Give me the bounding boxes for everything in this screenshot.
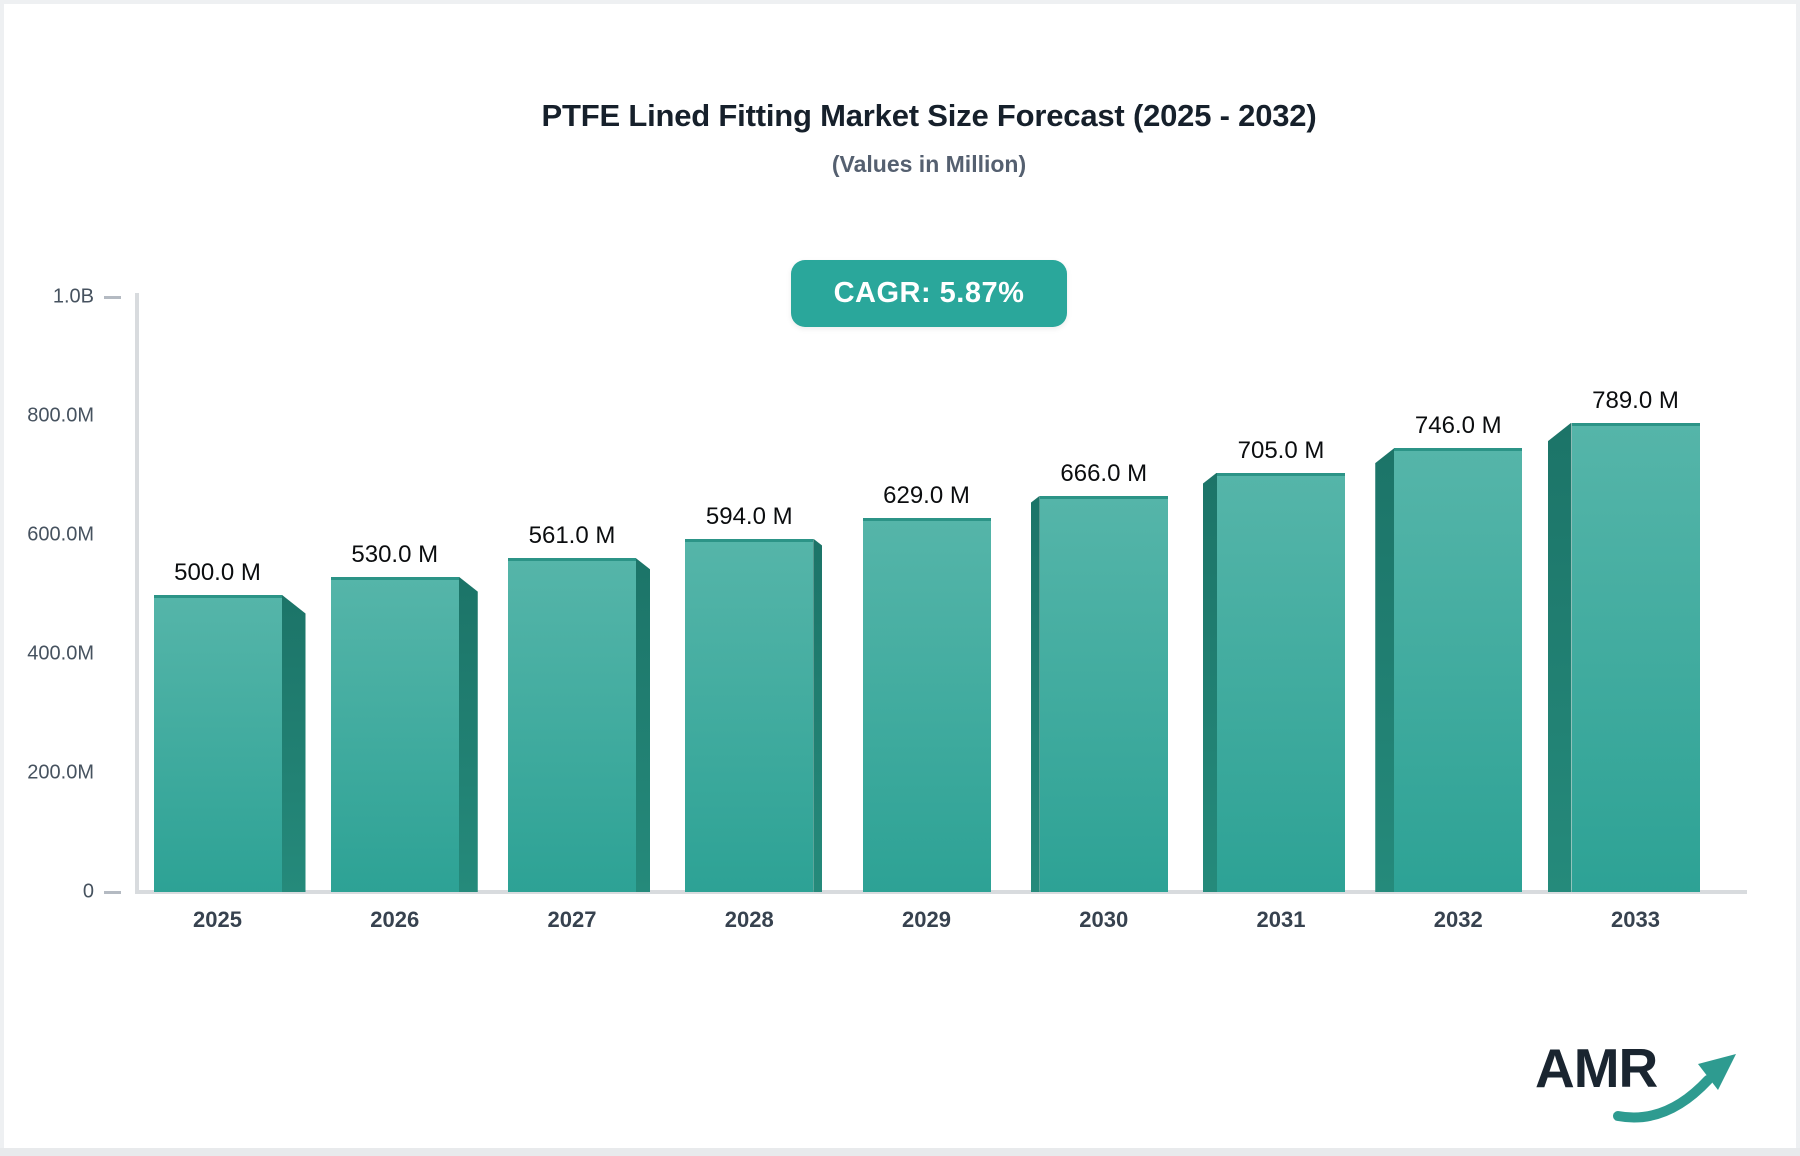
bar-side bbox=[1030, 495, 1040, 892]
bar-side bbox=[458, 576, 478, 892]
bar-side bbox=[1547, 422, 1572, 892]
growth-arrow-icon bbox=[1613, 1054, 1736, 1123]
bar-value-label: 666.0 M bbox=[1060, 459, 1148, 487]
bar-2031 bbox=[1217, 472, 1345, 892]
chart-title: PTFE Lined Fitting Market Size Forecast … bbox=[541, 98, 1317, 133]
x-tick-label: 2029 bbox=[902, 907, 951, 932]
bar-side bbox=[281, 594, 306, 892]
page-bottom-strip bbox=[0, 1148, 1800, 1156]
bar-side bbox=[1203, 472, 1217, 892]
y-axis-line bbox=[135, 293, 139, 894]
y-tick-label: 1.0B bbox=[52, 285, 94, 308]
bar-2026 bbox=[330, 576, 459, 892]
bar-value-label: 746.0 M bbox=[1414, 412, 1502, 440]
x-tick-label: 2026 bbox=[370, 907, 420, 932]
bar-2025 bbox=[153, 594, 282, 892]
x-tick-label: 2027 bbox=[547, 907, 597, 932]
bar-value-label: 561.0 M bbox=[528, 522, 616, 550]
bar-side bbox=[1375, 448, 1395, 892]
bar-value-label: 594.0 M bbox=[705, 502, 793, 530]
bar-value-label: 500.0 M bbox=[174, 558, 261, 586]
y-tick-label: 400.0M bbox=[27, 642, 94, 665]
bar-value-label: 705.0 M bbox=[1237, 436, 1325, 464]
x-tick-label: 2025 bbox=[193, 907, 242, 932]
bar-2027 bbox=[508, 558, 636, 892]
y-tick-label: 800.0M bbox=[27, 404, 94, 427]
bar-2032 bbox=[1394, 448, 1523, 892]
y-tick-dash bbox=[104, 891, 121, 894]
chart-card: PTFE Lined Fitting Market Size Forecast … bbox=[4, 4, 1796, 1148]
x-tick-label: 2028 bbox=[724, 907, 774, 932]
bar-value-label: 789.0 M bbox=[1592, 386, 1679, 414]
amr-logo-text: AMR bbox=[1535, 1037, 1658, 1099]
x-tick-label: 2033 bbox=[1611, 907, 1660, 932]
x-tick-label: 2031 bbox=[1256, 907, 1306, 932]
bar-value-label: 530.0 M bbox=[351, 540, 439, 568]
bar-value-label: 629.0 M bbox=[883, 481, 970, 509]
amr-logo: AMR bbox=[1524, 1032, 1754, 1123]
bar-2033 bbox=[1571, 422, 1700, 892]
cagr-badge: CAGR: 5.87% bbox=[791, 260, 1067, 327]
bar-2028 bbox=[685, 538, 814, 892]
bar-side bbox=[636, 558, 650, 892]
x-axis-line bbox=[135, 890, 1747, 894]
y-tick-label: 0 bbox=[82, 880, 94, 903]
y-tick-label: 200.0M bbox=[27, 761, 94, 784]
x-tick-label: 2032 bbox=[1433, 907, 1483, 932]
y-tick-label: 600.0M bbox=[27, 523, 94, 546]
x-tick-label: 2030 bbox=[1079, 907, 1129, 932]
y-tick-dash bbox=[104, 296, 121, 299]
bar-2030 bbox=[1039, 495, 1168, 892]
chart-subtitle: (Values in Million) bbox=[831, 151, 1027, 177]
bar-side bbox=[813, 538, 823, 892]
bar-2029 bbox=[862, 517, 991, 892]
